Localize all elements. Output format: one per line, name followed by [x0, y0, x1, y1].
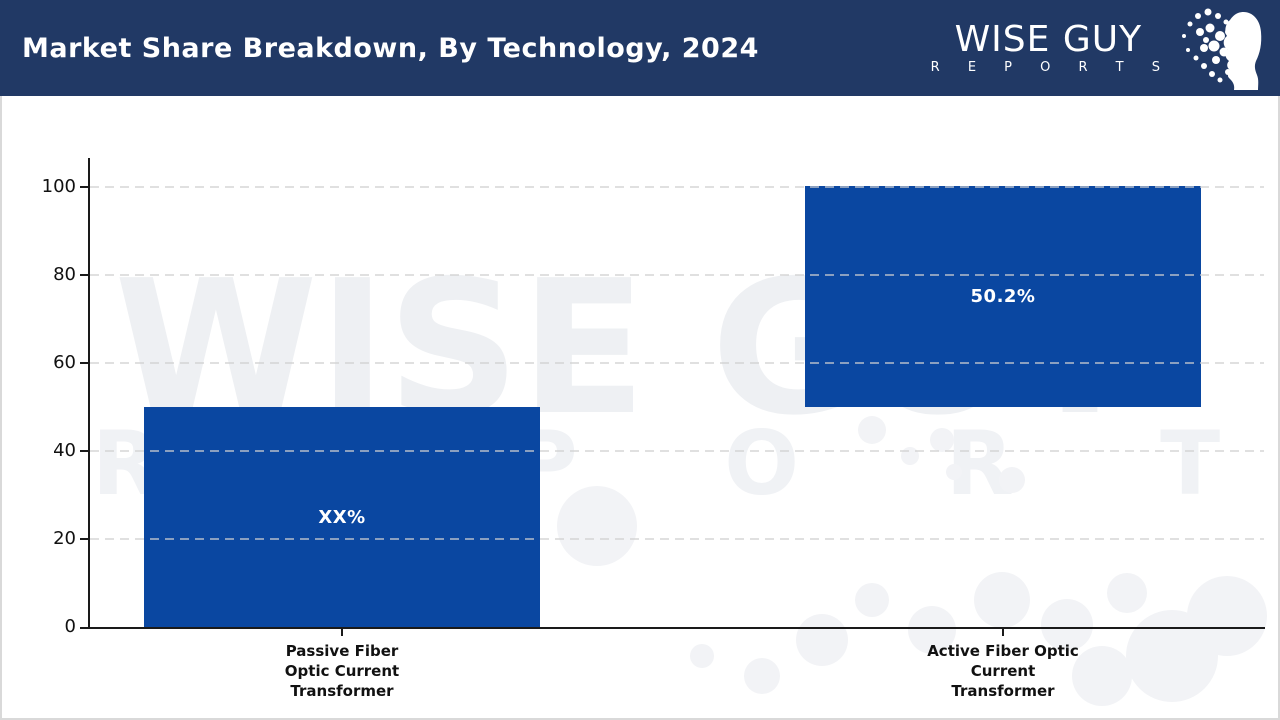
watermark-dots — [557, 416, 1267, 706]
logo-wordmark: WISE GUY — [954, 18, 1143, 60]
y-tick — [80, 274, 88, 276]
wise-guy-logo: WISE GUY R E P O R T S — [925, 6, 1268, 90]
page-title: Market Share Breakdown, By Technology, 2… — [22, 32, 759, 64]
category-line: Active Fiber Optic — [927, 642, 1079, 660]
header-bar: Market Share Breakdown, By Technology, 2… — [0, 0, 1280, 96]
logo-text: WISE GUY R E P O R T S — [925, 18, 1172, 76]
x-tick — [1002, 629, 1004, 636]
y-tick — [80, 186, 88, 188]
y-tick-label: 20 — [53, 528, 76, 549]
bar-passive-fiber-optic: XX% — [144, 407, 540, 627]
chart-area: WISE GUY R E P O R T S XX% 50.2% 100 80 … — [0, 96, 1280, 720]
x-tick — [341, 629, 343, 636]
bar-value-label: XX% — [318, 506, 366, 528]
category-line: Optic Current — [284, 662, 400, 680]
y-tick — [80, 538, 88, 540]
category-label-active: Active Fiber Optic Current Transformer — [803, 641, 1203, 701]
y-tick-label: 100 — [41, 176, 76, 197]
x-axis-spine — [88, 627, 1265, 629]
y-tick-label: 0 — [64, 616, 76, 637]
category-line: Passive Fiber — [285, 642, 399, 660]
category-line: Transformer — [951, 682, 1055, 700]
bar-active-fiber-optic: 50.2% — [805, 186, 1201, 408]
y-axis-spine — [88, 158, 90, 629]
dotted-face-icon — [1182, 8, 1262, 90]
y-tick — [80, 627, 88, 629]
category-line: Current — [970, 662, 1036, 680]
category-label-passive: Passive Fiber Optic Current Transformer — [142, 641, 542, 701]
y-tick — [80, 362, 88, 364]
y-tick — [80, 450, 88, 452]
category-line: Transformer — [290, 682, 394, 700]
y-tick-label: 40 — [53, 440, 76, 461]
logo-subtitle: R E P O R T S — [930, 60, 1172, 76]
y-tick-label: 60 — [53, 352, 76, 373]
y-tick-label: 80 — [53, 264, 76, 285]
bar-value-label: 50.2% — [970, 286, 1036, 308]
